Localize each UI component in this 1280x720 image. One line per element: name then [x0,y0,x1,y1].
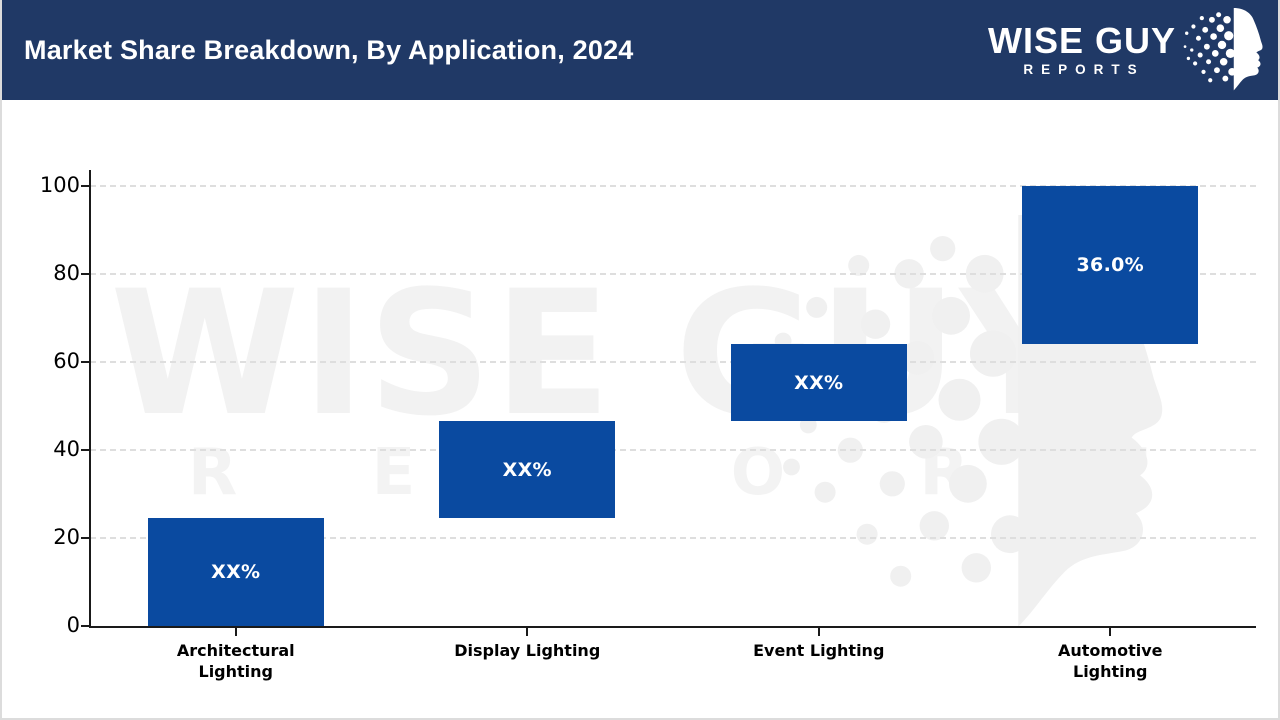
y-tick-20 [81,537,90,539]
gridline-40 [90,449,1256,451]
bar-architectural-lighting: XX% [147,518,324,626]
logo-subtitle: REPORTS [1023,62,1145,77]
x-axis-spine [89,626,1256,628]
wiseguy-face-logo-icon [1183,8,1263,91]
y-tick-label-60: 60 [53,349,80,373]
x-tick-label-0: Architectural Lighting [176,641,295,681]
x-tick-3 [1109,628,1112,636]
logo-wordmark: WISE GUY [987,20,1176,61]
bar-automotive-lighting: 36.0% [1022,186,1199,345]
gridline-100 [90,185,1256,187]
x-tick-1 [526,628,529,636]
logo-text: WISE GUY REPORTS [987,20,1176,78]
chart-title: Market Share Breakdown, By Application, … [24,34,634,65]
bar-value-label: 36.0% [1076,254,1144,277]
y-tick-label-100: 100 [39,173,80,197]
gridline-20 [90,537,1256,539]
bar-value-label: XX% [502,458,552,481]
y-tick-label-20: 20 [53,525,80,549]
bar-event-lighting: XX% [730,344,907,422]
bar-value-label: XX% [794,371,844,394]
y-tick-label-40: 40 [53,437,80,461]
x-tick-label-3: Automotive Lighting [1058,641,1163,681]
x-tick-2 [817,628,820,636]
y-tick-100 [81,185,90,187]
bar-display-lighting: XX% [439,421,616,519]
bar-value-label: XX% [211,561,261,584]
y-tick-40 [81,449,90,451]
wiseguy-logo: WISE GUY REPORTS [988,7,1278,93]
gridline-80 [90,273,1256,275]
y-tick-60 [81,361,90,363]
y-tick-0 [81,625,90,627]
header-bar: Market Share Breakdown, By Application, … [2,0,1278,100]
y-tick-label-80: 80 [53,261,80,285]
gridline-60 [90,361,1256,363]
x-tick-0 [234,628,237,636]
y-axis-spine [89,170,91,628]
y-tick-80 [81,273,90,275]
y-tick-label-0: 0 [66,613,80,637]
x-tick-label-1: Display Lighting [454,641,601,660]
x-tick-label-2: Event Lighting [753,641,885,660]
